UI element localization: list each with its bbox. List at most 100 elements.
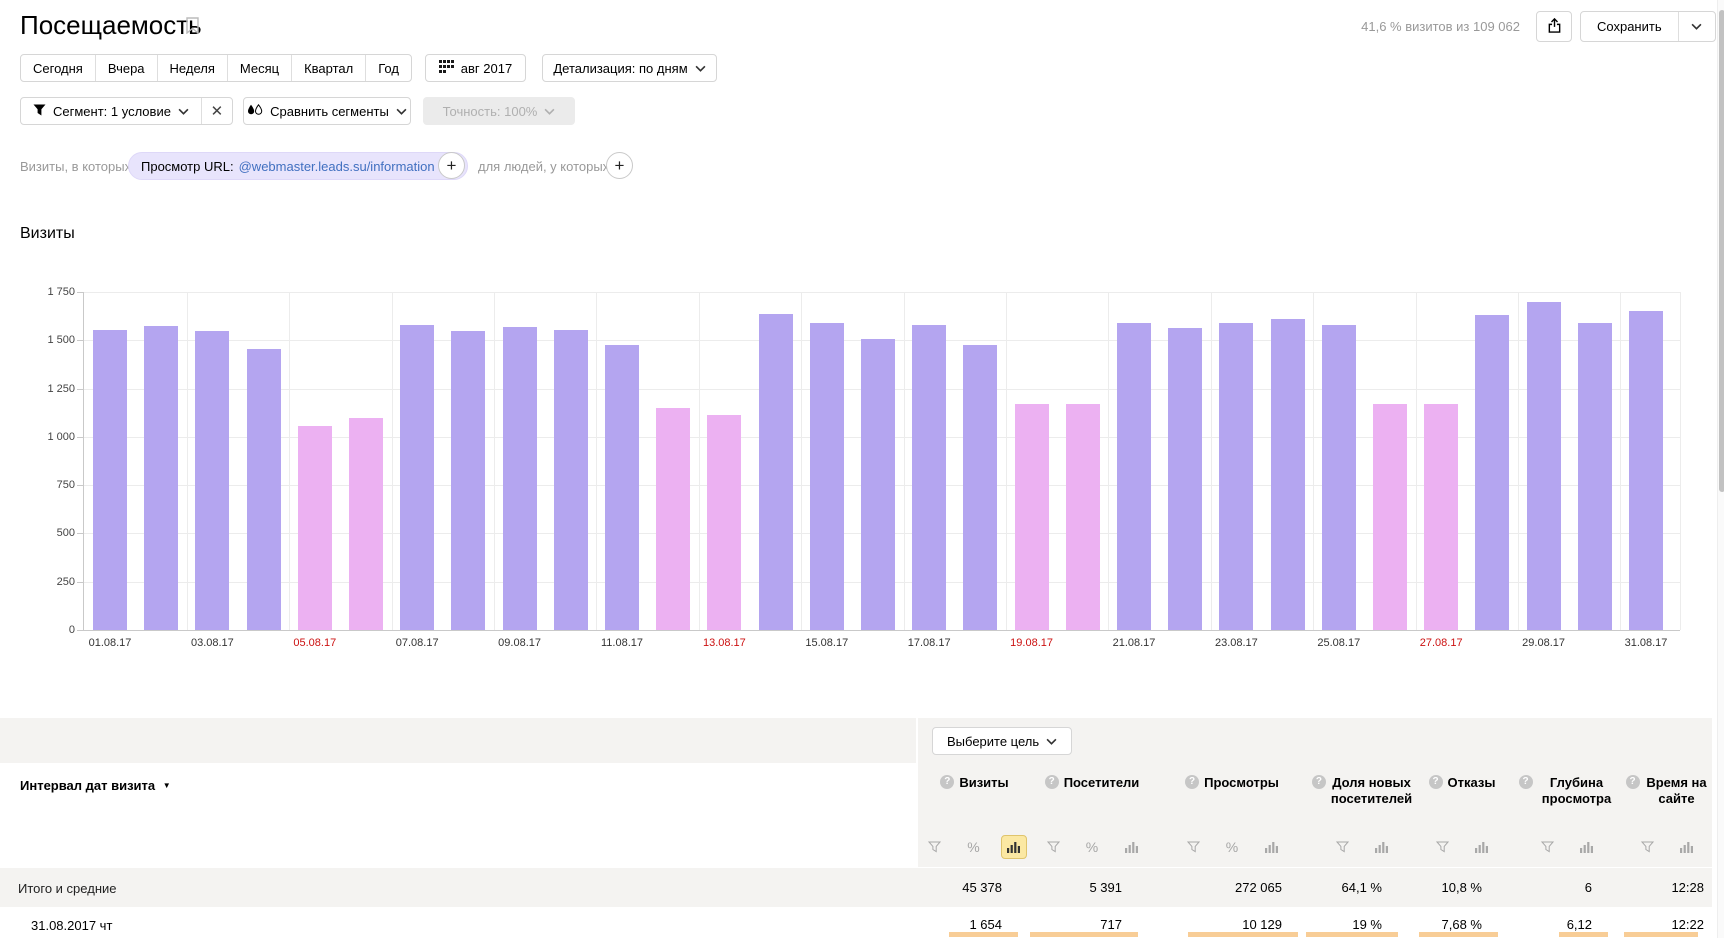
help-icon[interactable]: ? bbox=[1044, 775, 1059, 789]
export-button[interactable] bbox=[1536, 11, 1572, 42]
filter-icon[interactable] bbox=[1181, 836, 1205, 858]
help-icon[interactable]: ? bbox=[940, 775, 955, 789]
chip-url-value[interactable]: @webmaster.leads.su/information bbox=[238, 158, 435, 174]
bar-22.08.17[interactable] bbox=[1168, 328, 1203, 630]
help-icon[interactable]: ? bbox=[1518, 775, 1533, 789]
scrollbar-track[interactable] bbox=[1717, 0, 1724, 938]
histogram-icon[interactable] bbox=[1119, 836, 1143, 858]
histogram-icon[interactable] bbox=[1259, 836, 1283, 858]
bar-14.08.17[interactable] bbox=[758, 314, 793, 630]
histogram-icon[interactable] bbox=[1675, 836, 1699, 858]
help-icon[interactable]: ? bbox=[1625, 775, 1640, 789]
bar-17.08.17[interactable] bbox=[912, 325, 947, 630]
bar-06.08.17[interactable] bbox=[349, 418, 383, 630]
column-header-2[interactable]: ? Просмотры bbox=[1152, 775, 1312, 791]
bar-24.08.17[interactable] bbox=[1270, 319, 1305, 630]
period-button-5[interactable]: Год bbox=[378, 60, 399, 76]
y-tick-label: 0 bbox=[68, 624, 75, 636]
percent-icon[interactable]: % bbox=[1085, 839, 1099, 855]
percent-icon[interactable]: % bbox=[967, 839, 980, 855]
period-button-0[interactable]: Сегодня bbox=[21, 55, 96, 81]
share-icon bbox=[1547, 17, 1562, 37]
date-interval-label: Интервал дат визита bbox=[20, 778, 156, 793]
bar-18.08.17[interactable] bbox=[963, 345, 998, 630]
bar-01.08.17[interactable] bbox=[93, 330, 127, 630]
add-people-condition-button[interactable]: + bbox=[606, 152, 633, 179]
filter-icon[interactable] bbox=[1331, 836, 1355, 858]
bar-28.08.17[interactable] bbox=[1475, 315, 1510, 630]
period-button-3[interactable]: Месяц bbox=[228, 55, 293, 81]
bar-25.08.17[interactable] bbox=[1321, 325, 1356, 630]
column-header-6[interactable]: ? Время на сайте bbox=[1622, 775, 1712, 807]
column-header-4[interactable]: ? Отказы bbox=[1412, 775, 1512, 791]
y-tick-mark bbox=[77, 630, 83, 631]
bar-21.08.17[interactable] bbox=[1117, 323, 1151, 630]
bar-02.08.17[interactable] bbox=[144, 326, 179, 630]
bar-27.08.17[interactable] bbox=[1424, 404, 1459, 630]
filter-icon[interactable] bbox=[1536, 836, 1560, 858]
totals-value-6: 12:28 bbox=[1671, 880, 1704, 895]
bar-29.08.17[interactable] bbox=[1526, 302, 1561, 630]
percent-icon[interactable]: % bbox=[1225, 839, 1239, 855]
column-header-0[interactable]: ? Визиты bbox=[917, 775, 1032, 791]
bar-05.08.17[interactable] bbox=[297, 426, 332, 630]
cell-bar-1 bbox=[1030, 932, 1138, 937]
bar-13.08.17[interactable] bbox=[707, 415, 742, 630]
detail-level-dropdown[interactable]: Детализация: по дням bbox=[542, 54, 717, 82]
calendar-button[interactable]: авг 2017 bbox=[425, 54, 526, 82]
period-button-4[interactable]: Квартал bbox=[292, 55, 367, 81]
column-header-3[interactable]: ? Доля новых посетителей bbox=[1311, 775, 1412, 807]
bar-20.08.17[interactable] bbox=[1065, 404, 1100, 630]
filter-icon[interactable] bbox=[923, 836, 947, 858]
bar-19.08.17[interactable] bbox=[1014, 404, 1049, 630]
histogram-icon[interactable] bbox=[1000, 835, 1027, 859]
cell-bar-6 bbox=[1624, 932, 1698, 937]
bar-03.08.17[interactable] bbox=[195, 331, 230, 630]
table-row[interactable]: 31.08.2017 чт bbox=[0, 907, 1724, 938]
url-filter-chip[interactable]: Просмотр URL: @webmaster.leads.su/inform… bbox=[128, 152, 469, 180]
select-goal-dropdown[interactable]: Выберите цель bbox=[932, 727, 1073, 755]
column-header-1[interactable]: ? Посетители bbox=[1032, 775, 1152, 791]
histogram-icon[interactable] bbox=[1575, 836, 1599, 858]
period-button-1[interactable]: Вчера bbox=[96, 55, 158, 81]
visits-condition-prefix: Визиты, в которых bbox=[20, 159, 132, 174]
clear-segment-button[interactable]: ✕ bbox=[202, 98, 232, 124]
bookmark-icon[interactable] bbox=[186, 17, 199, 39]
histogram-icon[interactable] bbox=[1470, 836, 1494, 858]
column-header-5[interactable]: ? Глубина просмотра bbox=[1512, 775, 1622, 807]
save-button[interactable]: Сохранить bbox=[1581, 12, 1679, 41]
x-axis-line bbox=[83, 630, 1680, 631]
bar-10.08.17[interactable] bbox=[553, 330, 588, 630]
bar-11.08.17[interactable] bbox=[605, 345, 639, 630]
filter-icon[interactable] bbox=[1041, 836, 1065, 858]
bar-26.08.17[interactable] bbox=[1373, 404, 1407, 630]
filter-icon[interactable] bbox=[1431, 836, 1455, 858]
help-icon[interactable]: ? bbox=[1428, 775, 1443, 789]
bar-23.08.17[interactable] bbox=[1219, 323, 1254, 630]
segment-dropdown[interactable]: Сегмент: 1 условие bbox=[21, 98, 202, 124]
row-value-1: 717 bbox=[1100, 917, 1122, 932]
bar-12.08.17[interactable] bbox=[656, 408, 691, 630]
save-menu-button[interactable] bbox=[1679, 12, 1715, 41]
filter-icon[interactable] bbox=[1636, 836, 1660, 858]
period-button-2[interactable]: Неделя bbox=[158, 55, 228, 81]
x-tick-label: 13.08.17 bbox=[702, 637, 746, 649]
help-icon[interactable]: ? bbox=[1185, 775, 1200, 789]
bar-09.08.17[interactable] bbox=[502, 327, 537, 630]
help-icon[interactable]: ? bbox=[1311, 775, 1326, 789]
bar-07.08.17[interactable] bbox=[400, 325, 435, 630]
bar-31.08.17[interactable] bbox=[1629, 311, 1663, 630]
y-tick-label: 1 000 bbox=[47, 430, 75, 443]
bar-04.08.17[interactable] bbox=[246, 349, 281, 630]
bar-16.08.17[interactable] bbox=[861, 339, 895, 630]
scrollbar-thumb[interactable] bbox=[1718, 10, 1724, 492]
bar-30.08.17[interactable] bbox=[1577, 323, 1612, 630]
date-interval-sort[interactable]: Интервал дат визита ▼ bbox=[20, 778, 171, 793]
add-visit-condition-button[interactable]: + bbox=[438, 152, 465, 179]
row-date-label: 31.08.2017 чт bbox=[31, 918, 113, 933]
compare-segments-dropdown[interactable]: Сравнить сегменты bbox=[243, 97, 411, 125]
accuracy-dropdown[interactable]: Точность: 100% bbox=[423, 97, 575, 125]
bar-15.08.17[interactable] bbox=[809, 323, 844, 630]
bar-08.08.17[interactable] bbox=[451, 331, 486, 630]
histogram-icon[interactable] bbox=[1370, 836, 1394, 858]
